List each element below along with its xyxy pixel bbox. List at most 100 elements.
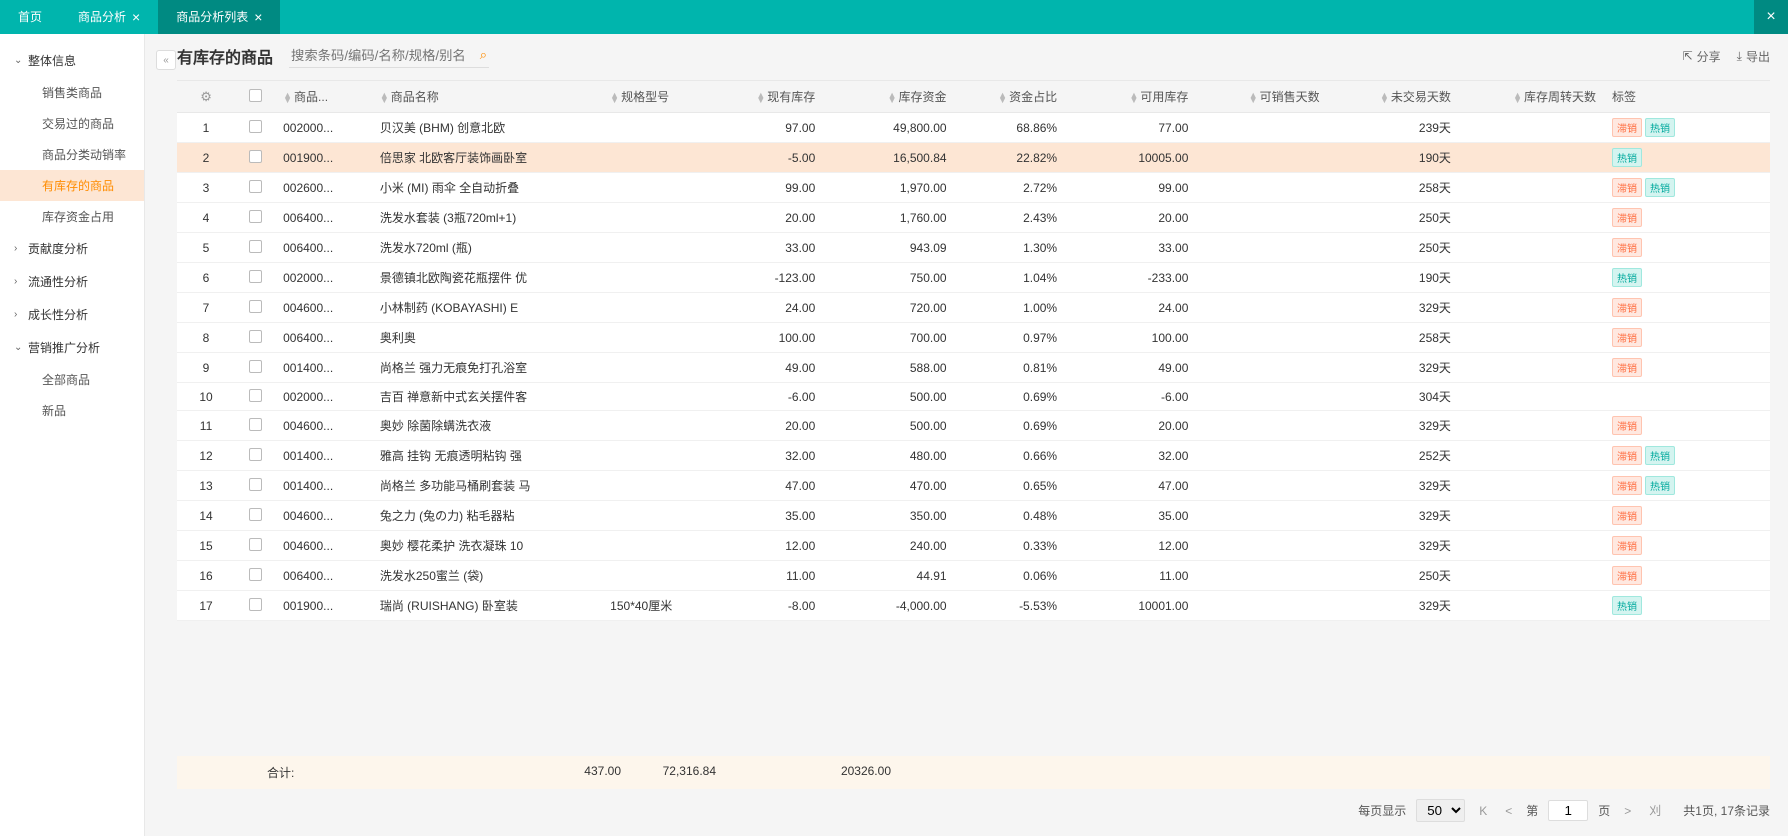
chevron-icon: › [14,309,24,320]
collapse-sidebar-button[interactable]: « [156,50,176,70]
table-row[interactable]: 6002000...景德镇北欧陶瓷花瓶摆件 优-123.00750.001.04… [177,263,1770,293]
tag: 滞销 [1612,358,1642,377]
table-row[interactable]: 8006400...奥利奥100.00700.000.97%100.00258天… [177,323,1770,353]
nav-item[interactable]: 销售类商品 [0,77,144,108]
nav-group[interactable]: ›成长性分析 [0,298,144,331]
table-row[interactable]: 4006400...洗发水套装 (3瓶720ml+1)20.001,760.00… [177,203,1770,233]
table-row[interactable]: 13001400...尚格兰 多功能马桶刷套装 马47.00470.000.65… [177,471,1770,501]
tab[interactable]: 商品分析列表× [158,0,280,34]
table-row[interactable]: 10002000...吉百 禅意新中式玄关摆件客-6.00500.000.69%… [177,383,1770,411]
sort-icon[interactable]: ▲▼ [888,93,897,103]
table-row[interactable]: 2001900...倍思家 北欧客厅装饰画卧室-5.0016,500.8422.… [177,143,1770,173]
column-header[interactable]: ▲▼库存周转天数 [1459,81,1604,113]
nav-group[interactable]: ›贡献度分析 [0,232,144,265]
select-all-checkbox[interactable] [249,89,262,102]
search-input[interactable] [289,44,489,68]
sort-icon[interactable]: ▲▼ [1249,93,1258,103]
nav-item[interactable]: 交易过的商品 [0,108,144,139]
row-checkbox[interactable] [249,360,262,373]
nav-item[interactable]: 新品 [0,395,144,426]
table-row[interactable]: 17001900...瑞尚 (RUISHANG) 卧室装150*40厘米-8.0… [177,591,1770,621]
row-checkbox[interactable] [249,598,262,611]
nav-group[interactable]: ›流通性分析 [0,265,144,298]
column-header[interactable]: ▲▼未交易天数 [1328,81,1459,113]
share-button[interactable]: ⇱ 分享 [1683,48,1721,65]
nav-item[interactable]: 商品分类动销率 [0,139,144,170]
column-header[interactable]: ▲▼可销售天数 [1196,81,1327,113]
tag: 滞销 [1612,208,1642,227]
row-checkbox[interactable] [249,300,262,313]
nav-group[interactable]: ⌄整体信息 [0,44,144,77]
tag: 热销 [1645,118,1675,137]
tag: 滞销 [1612,536,1642,555]
tab[interactable]: 商品分析× [60,0,158,34]
table-row[interactable]: 5006400...洗发水720ml (瓶)33.00943.091.30%33… [177,233,1770,263]
row-checkbox[interactable] [249,270,262,283]
sort-icon[interactable]: ▲▼ [380,93,389,103]
page-title: 有库存的商品 [177,44,273,68]
table-row[interactable]: 3002600...小米 (MI) 雨伞 全自动折叠99.001,970.002… [177,173,1770,203]
sort-icon[interactable]: ▲▼ [283,93,292,103]
tag: 热销 [1645,178,1675,197]
export-button[interactable]: ⤓ 导出 [1737,48,1770,65]
table-row[interactable]: 14004600...兔之力 (兔の力) 粘毛器粘35.00350.000.48… [177,501,1770,531]
tag: 热销 [1645,446,1675,465]
row-checkbox[interactable] [249,150,262,163]
page-input[interactable] [1548,800,1588,821]
nav-item[interactable]: 库存资金占用 [0,201,144,232]
content-header: 有库存的商品 ⌕ ⇱ 分享 ⤓ 导出 [177,44,1770,68]
column-header[interactable]: ▲▼库存资金 [823,81,954,113]
nav-group[interactable]: ⌄营销推广分析 [0,331,144,364]
per-page-select[interactable]: 50 [1416,799,1465,822]
sort-icon[interactable]: ▲▼ [1129,93,1138,103]
column-header[interactable]: ▲▼现有库存 [713,81,824,113]
table-row[interactable]: 12001400...雅高 挂钩 无痕透明粘钩 强32.00480.000.66… [177,441,1770,471]
row-checkbox[interactable] [249,448,262,461]
search-icon[interactable]: ⌕ [480,47,487,63]
row-checkbox[interactable] [249,389,262,402]
first-page-button[interactable]: K [1475,804,1491,818]
table-row[interactable]: 1002000...贝汉美 (BHM) 创意北欧97.0049,800.0068… [177,113,1770,143]
sort-icon[interactable]: ▲▼ [756,93,765,103]
data-table: ⚙▲▼商品...▲▼商品名称▲▼规格型号▲▼现有库存▲▼库存资金▲▼资金占比▲▼… [177,81,1770,621]
last-page-button[interactable]: 刈 [1645,802,1665,819]
row-checkbox[interactable] [249,418,262,431]
sort-icon[interactable]: ▲▼ [610,93,619,103]
sort-icon[interactable]: ▲▼ [1513,93,1522,103]
gear-icon[interactable]: ⚙ [200,89,212,104]
row-checkbox[interactable] [249,478,262,491]
column-header[interactable]: ▲▼商品名称 [372,81,602,113]
prev-page-button[interactable]: < [1501,804,1516,818]
chevron-icon: ⌄ [14,342,24,353]
table-row[interactable]: 11004600...奥妙 除菌除螨洗衣液20.00500.000.69%20.… [177,411,1770,441]
nav-item[interactable]: 有库存的商品 [0,170,144,201]
tag: 滞销 [1612,118,1642,137]
row-checkbox[interactable] [249,568,262,581]
close-all-tabs-button[interactable]: × [1754,0,1788,34]
row-checkbox[interactable] [249,240,262,253]
close-icon[interactable]: × [254,0,262,34]
row-checkbox[interactable] [249,330,262,343]
row-checkbox[interactable] [249,180,262,193]
column-header[interactable]: ▲▼资金占比 [955,81,1066,113]
table-row[interactable]: 7004600...小林制药 (KOBAYASHI) E24.00720.001… [177,293,1770,323]
column-header[interactable]: ▲▼商品... [275,81,372,113]
nav-item[interactable]: 全部商品 [0,364,144,395]
tag: 热销 [1612,596,1642,615]
tag: 滞销 [1612,446,1642,465]
tab[interactable]: 首页 [0,0,60,34]
row-checkbox[interactable] [249,508,262,521]
table-row[interactable]: 16006400...洗发水250蜜兰 (袋)11.0044.910.06%11… [177,561,1770,591]
table-row[interactable]: 15004600...奥妙 樱花柔护 洗衣凝珠 1012.00240.000.3… [177,531,1770,561]
row-checkbox[interactable] [249,120,262,133]
row-checkbox[interactable] [249,538,262,551]
table-row[interactable]: 9001400...尚格兰 强力无痕免打孔浴室49.00588.000.81%4… [177,353,1770,383]
sort-icon[interactable]: ▲▼ [998,93,1007,103]
row-checkbox[interactable] [249,210,262,223]
next-page-button[interactable]: > [1620,804,1635,818]
column-header[interactable]: ▲▼规格型号 [602,81,713,113]
column-header[interactable]: ▲▼可用库存 [1065,81,1196,113]
close-icon[interactable]: × [132,0,140,34]
sort-icon[interactable]: ▲▼ [1380,93,1389,103]
column-header[interactable]: 标签 [1604,81,1770,113]
